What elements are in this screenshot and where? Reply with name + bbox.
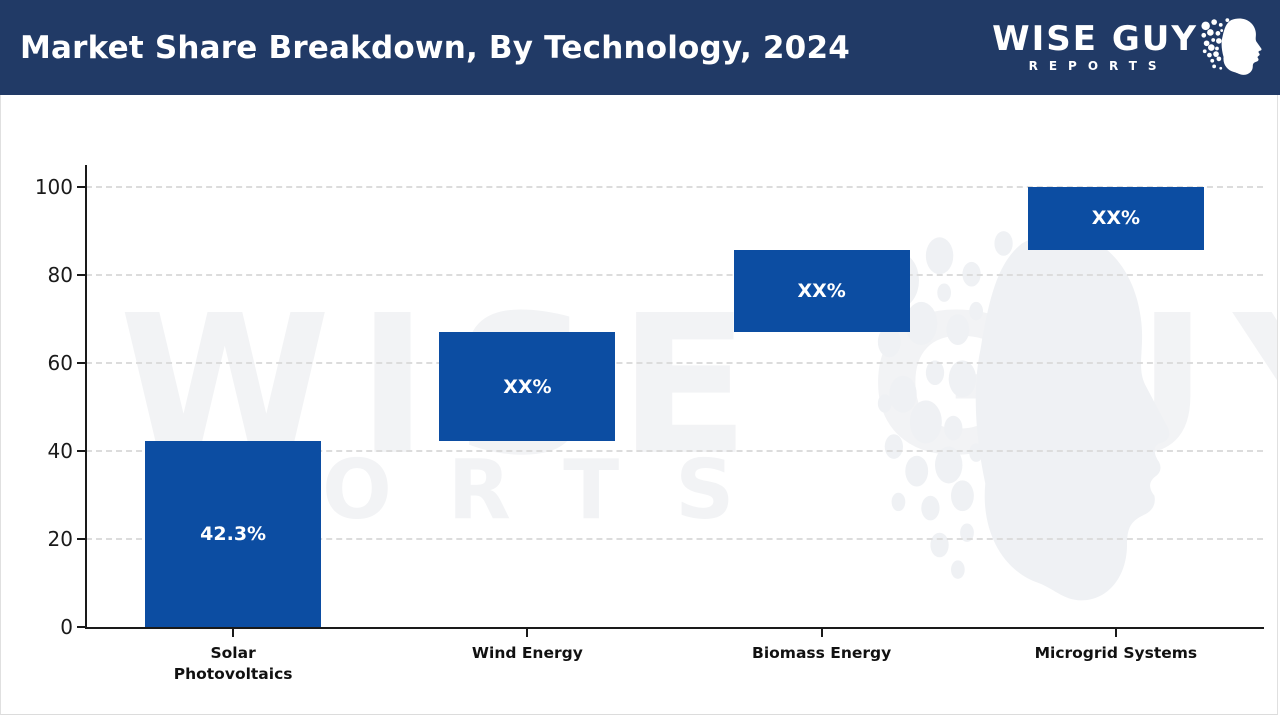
x-category-label: Microgrid Systems: [1034, 644, 1198, 662]
y-tick-mark: [77, 186, 86, 188]
watermark-face-icon: [877, 231, 1170, 601]
header: Market Share Breakdown, By Technology, 2…: [0, 0, 1280, 95]
bar: XX%: [1027, 187, 1204, 250]
bar: XX%: [439, 332, 616, 441]
gridline: [86, 362, 1263, 364]
y-tick-label: 100: [34, 175, 73, 199]
y-tick-mark: [77, 626, 86, 628]
chart-area: WISE GUY PORTS 0 20 40 60 80 100 42.3% Solar Ph…: [0, 95, 1278, 715]
bar-value-label: 42.3%: [200, 522, 267, 545]
bar: 42.3%: [145, 440, 322, 627]
bar-value-label: XX%: [503, 375, 552, 398]
gridline: [86, 538, 1263, 540]
x-tick-mark: [526, 629, 529, 637]
x-axis: [85, 627, 1264, 629]
bar: XX%: [733, 249, 910, 333]
x-tick-mark: [1114, 629, 1117, 637]
y-tick-mark: [77, 538, 86, 540]
logo-subtitle: REPORTS: [1028, 59, 1168, 73]
y-tick-label: 60: [47, 351, 73, 375]
x-category-label: Solar Photovoltaics: [173, 644, 293, 683]
gridline: [86, 274, 1263, 276]
bar-value-label: XX%: [1091, 207, 1141, 230]
logo-face-icon: [1201, 17, 1262, 75]
y-tick-label: 20: [47, 527, 73, 551]
wise-guy-logo: WISE GUY REPORTS: [992, 17, 1266, 79]
y-tick-label: 80: [47, 263, 73, 287]
y-tick-label: 40: [47, 439, 73, 463]
page-title: Market Share Breakdown, By Technology, 2…: [20, 29, 850, 66]
y-axis: [85, 165, 87, 629]
x-tick-mark: [820, 629, 823, 637]
x-category-label: Wind Energy: [471, 644, 583, 662]
bar-value-label: XX%: [797, 280, 846, 303]
x-category-label: Biomass Energy: [752, 644, 892, 662]
y-tick-mark: [77, 274, 86, 276]
x-tick-mark: [232, 629, 235, 637]
logo-text: WISE GUY REPORTS: [992, 22, 1198, 73]
y-tick-label: 0: [60, 615, 73, 639]
y-tick-mark: [77, 362, 86, 364]
gridline: [86, 186, 1263, 188]
y-tick-mark: [77, 450, 86, 452]
logo-wordmark: WISE GUY: [992, 19, 1198, 59]
gridline: [86, 450, 1263, 452]
